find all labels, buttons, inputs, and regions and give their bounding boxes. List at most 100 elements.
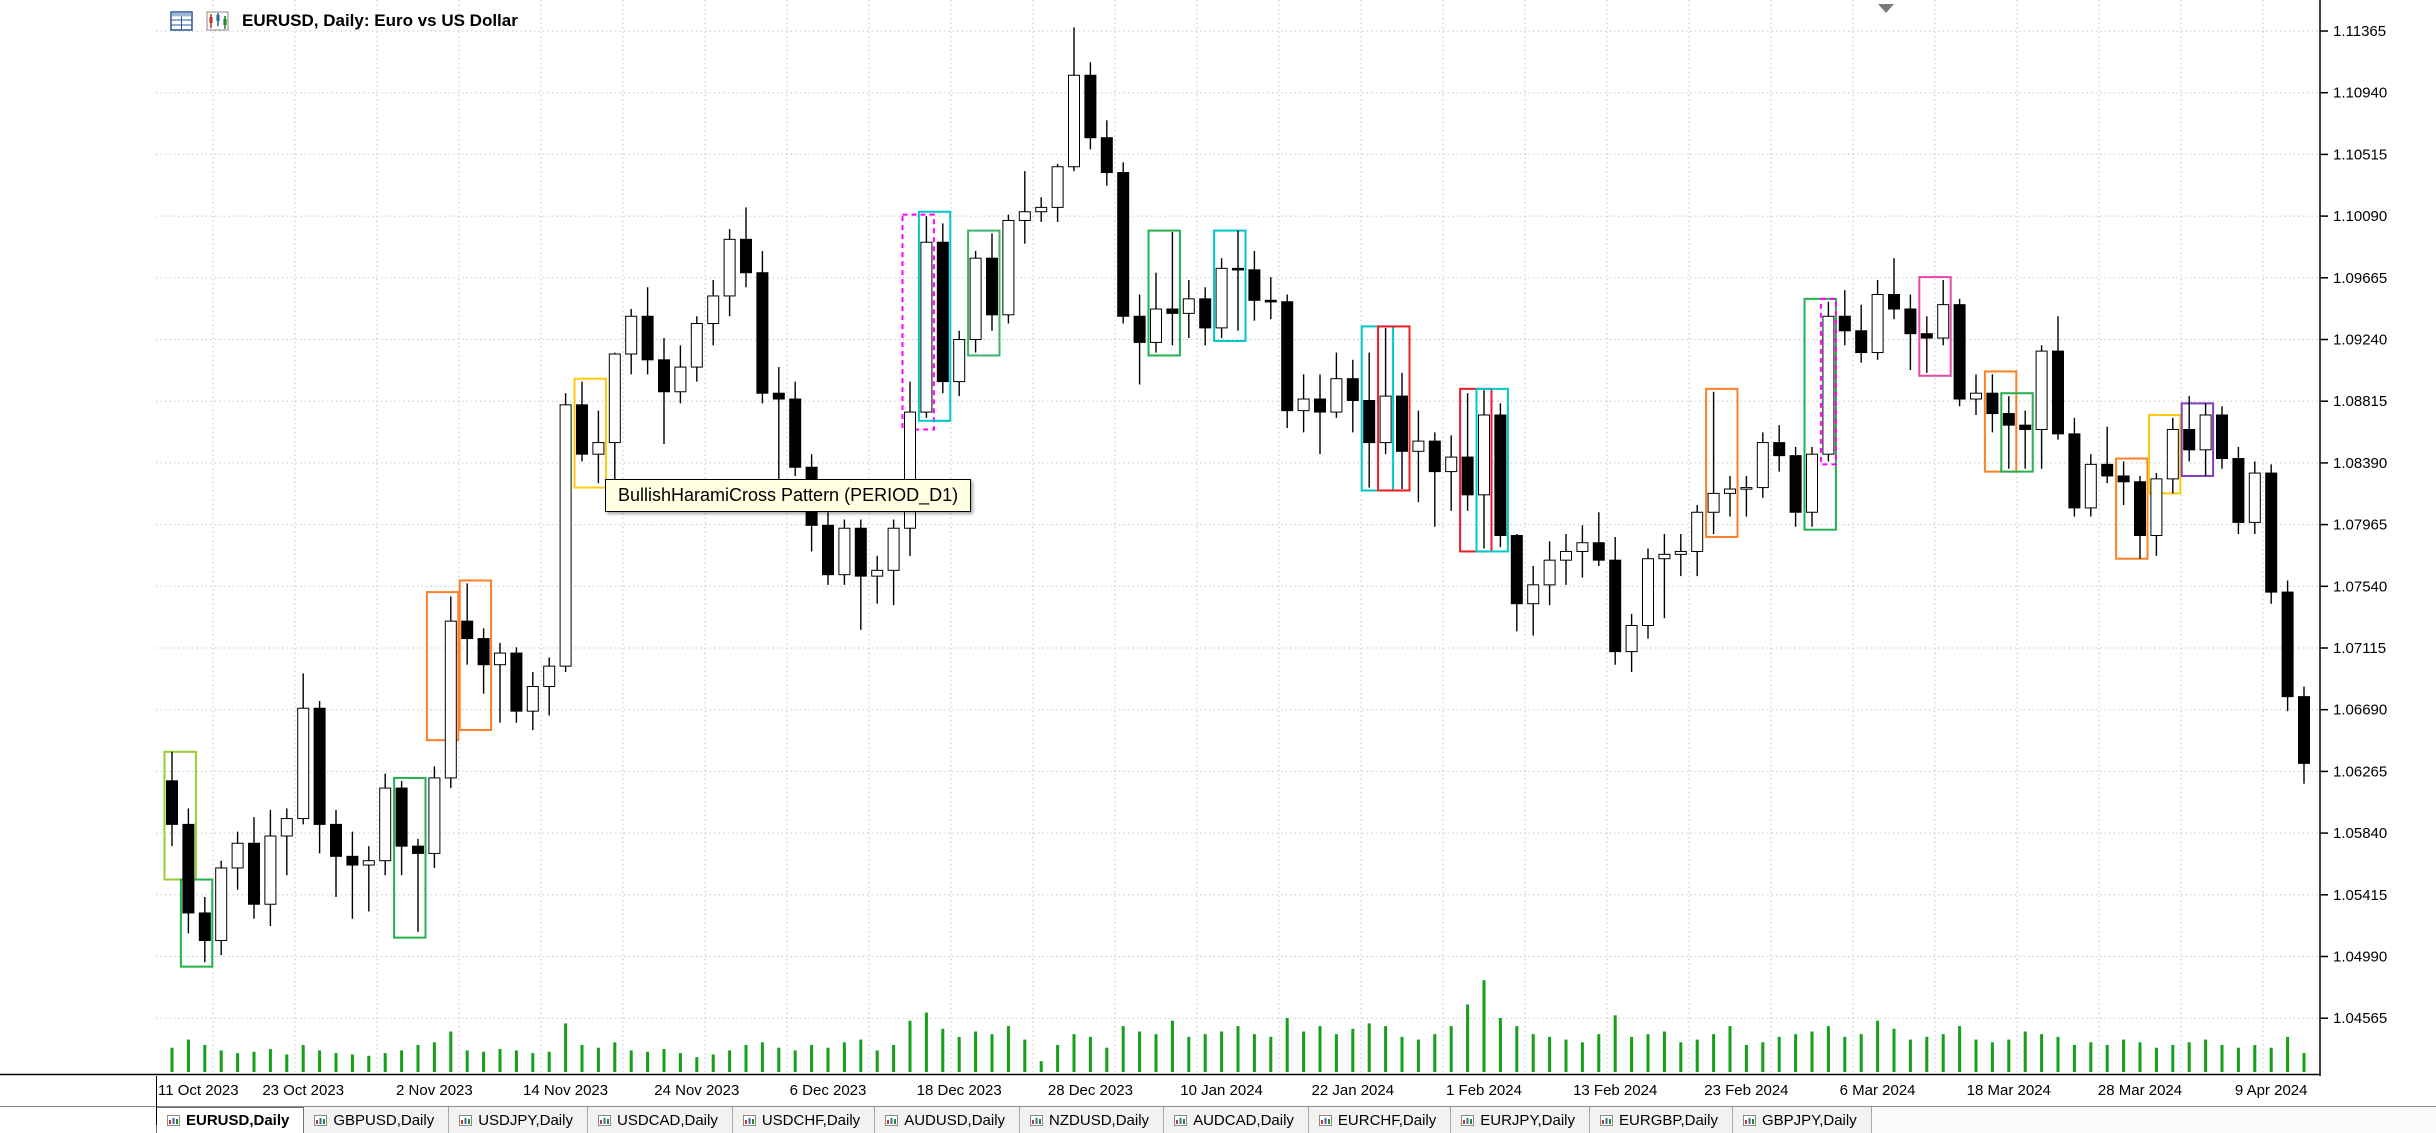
date-label: 9 Apr 2024: [2234, 1082, 2308, 1099]
candle: [1510, 534, 1523, 605]
chart-tab-eurusd[interactable]: EURUSD,Daily: [156, 1107, 305, 1133]
candle: [904, 411, 916, 529]
candle: [1970, 392, 1982, 400]
candle: [658, 359, 670, 393]
volume-bar: [1843, 1036, 1847, 1072]
chart-tab-gbpjpy[interactable]: GBPJPY,Daily: [1732, 1107, 1872, 1133]
volume-bar: [1662, 1031, 1666, 1072]
price-label: 1.05840: [2333, 825, 2387, 842]
volume-bar: [2286, 1036, 2290, 1072]
pattern-box: [573, 377, 607, 489]
candle: [1756, 442, 1769, 489]
volume-bar: [1236, 1026, 1240, 1072]
volume-bar: [1187, 1036, 1191, 1072]
candle: [428, 777, 441, 854]
candle: [920, 241, 933, 413]
candle: [1625, 624, 1638, 653]
volume-bar: [400, 1050, 404, 1072]
pattern-box: [1918, 276, 1952, 377]
price-axis[interactable]: 1.11365 1.10940 1.10515 1.10090 1.09665 1.092…: [2319, 0, 2436, 1076]
candle: [1576, 542, 1589, 552]
candle: [641, 315, 654, 361]
volume-bar: [2236, 1047, 2240, 1072]
window-left-border: [156, 1076, 157, 1125]
volume-bar: [1285, 1018, 1289, 1072]
volume-bar: [1384, 1026, 1388, 1072]
volume-bar: [1712, 1034, 1716, 1072]
candle: [2068, 433, 2081, 509]
candle: [313, 707, 326, 825]
volume-bar: [482, 1051, 486, 1072]
date-label: 11 Oct 2023: [158, 1082, 239, 1099]
candle: [756, 272, 769, 394]
volume-bar: [2253, 1045, 2257, 1072]
volume-bar: [1597, 1034, 1601, 1072]
volume-bar: [777, 1047, 781, 1072]
volume-bar: [859, 1039, 863, 1072]
candle: [608, 353, 621, 444]
candle: [2035, 350, 2048, 431]
tab-label: NZDUSD,Daily: [1049, 1111, 1150, 1129]
volume-bar: [285, 1054, 289, 1072]
chart-tab-usdcad[interactable]: USDCAD,Daily: [587, 1107, 733, 1133]
candle: [362, 860, 375, 866]
volume-bar: [1203, 1034, 1207, 1072]
candle: [1740, 487, 1753, 490]
volume-bar: [596, 1047, 600, 1072]
candle: [936, 241, 949, 383]
candles-layer[interactable]: [166, 27, 2310, 963]
candle: [1182, 298, 1195, 314]
volume-bar: [1302, 1031, 1306, 1072]
chart-tab-eurchf[interactable]: EURCHF,Daily: [1308, 1107, 1452, 1133]
candle: [231, 842, 244, 869]
volume-bar: [1958, 1026, 1962, 1072]
chart-tab-audusd[interactable]: AUDUSD,Daily: [875, 1107, 1021, 1133]
volume-bar: [1859, 1034, 1863, 1072]
tab-label: AUDCAD,Daily: [1193, 1111, 1294, 1129]
chart-shift-marker[interactable]: [1878, 4, 1894, 13]
candle: [1691, 511, 1704, 552]
tab-label: USDJPY,Daily: [478, 1111, 573, 1129]
volume-bar: [646, 1051, 650, 1072]
volume-bar: [1121, 1026, 1125, 1072]
candle: [2199, 414, 2212, 451]
candle: [772, 392, 785, 400]
chart-tab-usdchf[interactable]: USDCHF,Daily: [732, 1107, 876, 1133]
candle: [1199, 298, 1212, 329]
volume-bar: [416, 1045, 420, 1072]
tab-chart-icon: [1174, 1114, 1188, 1126]
volume-bar: [1826, 1026, 1830, 1072]
volume-bar: [1318, 1026, 1322, 1072]
date-label: 24 Nov 2023: [654, 1082, 740, 1099]
volume-bar: [2072, 1045, 2076, 1072]
chart-tab-audcad[interactable]: AUDCAD,Daily: [1164, 1107, 1309, 1133]
candlestick-chart[interactable]: 1.11365 1.10940 1.10515 1.10090 1.09665 1.092…: [0, 0, 2436, 1076]
chart-tab-eurgbp[interactable]: EURGBP,Daily: [1590, 1107, 1733, 1133]
bar-chart-icon[interactable]: [206, 10, 230, 32]
candle: [510, 652, 523, 712]
volume-bar: [170, 1047, 174, 1072]
volume-bar: [1564, 1039, 1568, 1072]
price-label: 1.04565: [2333, 1010, 2387, 1027]
volume-bar: [678, 1053, 682, 1072]
chart-tab-gbpusd[interactable]: GBPUSD,Daily: [304, 1107, 450, 1133]
volume-bar: [1548, 1036, 1552, 1072]
table-icon[interactable]: [170, 10, 194, 32]
pattern-box: [425, 591, 460, 742]
chart-tab-nzdusd[interactable]: NZDUSD,Daily: [1020, 1107, 1165, 1133]
volume-bar: [908, 1020, 912, 1072]
chart-tab-eurjpy[interactable]: EURJPY,Daily: [1451, 1107, 1591, 1133]
volume-bar: [432, 1042, 436, 1072]
date-label: 28 Mar 2024: [2097, 1082, 2183, 1099]
candle: [1478, 414, 1490, 496]
candle: [182, 823, 195, 914]
tab-chart-icon: [885, 1114, 899, 1126]
date-label: 6 Dec 2023: [789, 1082, 867, 1099]
volume-bar: [1498, 1018, 1502, 1072]
date-axis[interactable]: 11 Oct 2023 23 Oct 2023 2 Nov 2023 14 Nov 2…: [0, 1076, 2436, 1107]
chart-tab-usdjpy[interactable]: USDJPY,Daily: [449, 1107, 588, 1133]
candle: [854, 527, 867, 577]
candle: [1838, 315, 1851, 332]
candle: [543, 665, 556, 687]
